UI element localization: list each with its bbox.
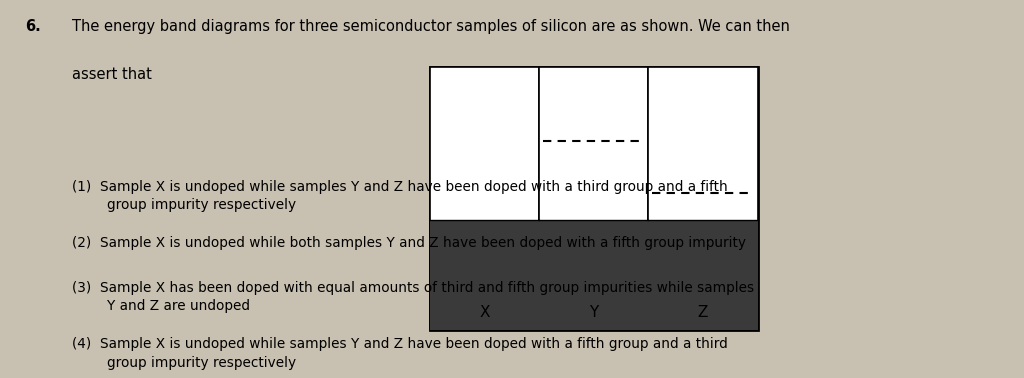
Bar	[540, 67, 648, 330]
Bar	[540, 220, 648, 330]
Bar	[648, 67, 758, 330]
Text: (3)  Sample X has been doped with equal amounts of third and fifth group impurit: (3) Sample X has been doped with equal a…	[72, 281, 754, 313]
Text: (1)  Sample X is undoped while samples Y and Z have been doped with a third grou: (1) Sample X is undoped while samples Y …	[72, 180, 727, 212]
Text: 6.: 6.	[26, 19, 41, 34]
Bar	[430, 67, 758, 330]
Bar	[648, 220, 758, 330]
Text: Y: Y	[589, 305, 598, 321]
Text: (4)  Sample X is undoped while samples Y and Z have been doped with a fifth grou: (4) Sample X is undoped while samples Y …	[72, 337, 727, 370]
Text: X: X	[479, 305, 489, 321]
Bar	[430, 220, 540, 330]
Bar	[430, 67, 540, 330]
Text: (2)  Sample X is undoped while both samples Y and Z have been doped with a fifth: (2) Sample X is undoped while both sampl…	[72, 236, 745, 250]
Text: Z: Z	[697, 305, 709, 321]
Text: The energy band diagrams for three semiconductor samples of silicon are as shown: The energy band diagrams for three semic…	[72, 19, 790, 34]
Text: assert that: assert that	[72, 67, 152, 82]
